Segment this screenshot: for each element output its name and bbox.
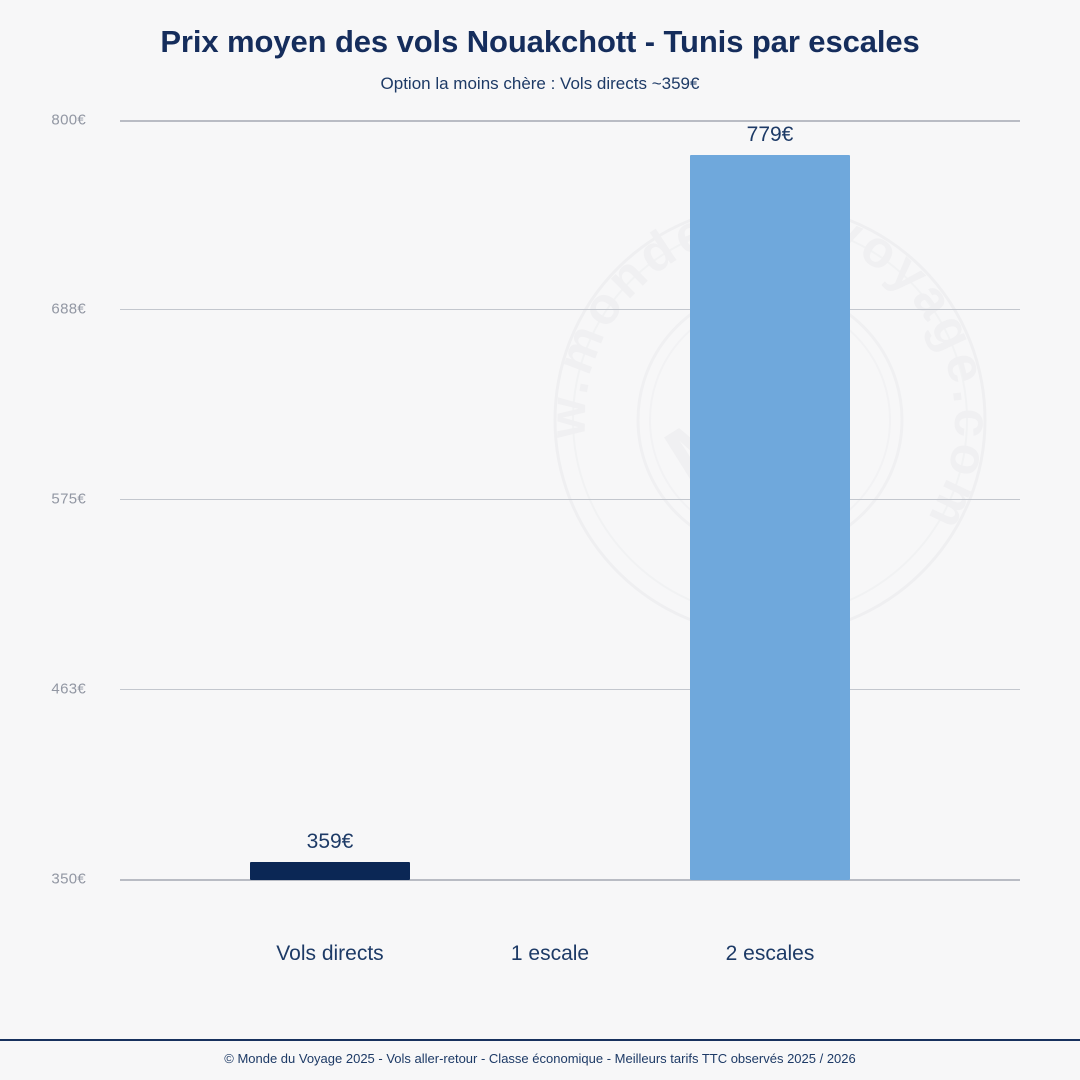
- gridline-350: [120, 879, 1020, 881]
- page-title: Prix moyen des vols Nouakchott - Tunis p…: [160, 24, 920, 59]
- y-axis-tick-575: 575€: [51, 490, 86, 508]
- y-axis-tick-463: 463€: [51, 680, 86, 698]
- x-axis-label-vols-directs: Vols directs: [276, 942, 384, 965]
- bar-value-vols-directs: 359€: [306, 830, 354, 853]
- chart-subtitle: Option la moins chère : Vols directs ~35…: [380, 74, 700, 93]
- x-axis-label-2-escales: 2 escales: [725, 942, 815, 965]
- bar-vols-directs[interactable]: [250, 862, 410, 880]
- bar-value-2-escales: 779€: [746, 123, 794, 146]
- y-axis-tick-800: 800€: [51, 111, 86, 129]
- gridline-800: [120, 120, 1020, 122]
- gridline-575: [120, 499, 1020, 500]
- footer-credit: © Monde du Voyage 2025 - Vols aller-reto…: [224, 1051, 856, 1066]
- y-axis-tick-350: 350€: [51, 870, 86, 888]
- gridline-688: [120, 309, 1020, 310]
- x-axis-label-1-escale: 1 escale: [510, 942, 590, 965]
- bar-2-escales[interactable]: [690, 155, 850, 880]
- footer-divider: [0, 1039, 1080, 1041]
- y-axis-tick-688: 688€: [51, 300, 86, 318]
- plot-area: 800€ 688€ 575€ 463€ 350€ 359€ 779€ Vols …: [51, 111, 1020, 965]
- gridline-463: [120, 689, 1020, 690]
